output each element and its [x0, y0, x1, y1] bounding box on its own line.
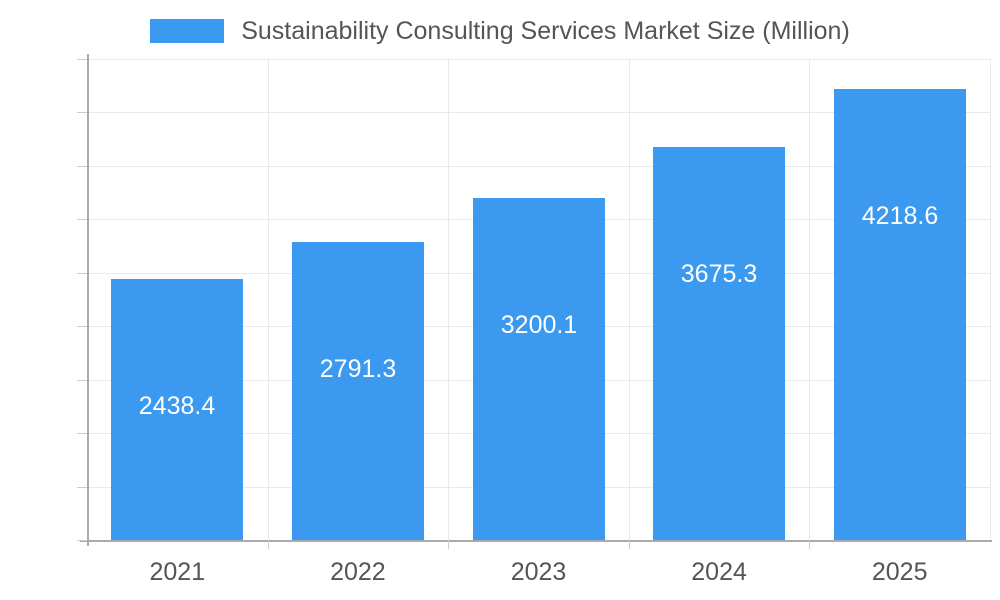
x-axis-tick-label-2022: 2022: [330, 558, 386, 586]
legend-item-market-size[interactable]: Sustainability Consulting Services Marke…: [150, 16, 850, 45]
y-axis-tick-mark: [77, 165, 87, 167]
x-axis-tick-mark: [448, 540, 449, 549]
x-axis-tick-mark: [809, 540, 810, 549]
gridline-horizontal: [87, 112, 990, 113]
y-axis-line: [87, 54, 89, 546]
y-axis-tick-mark: [77, 326, 87, 328]
y-axis-tick-mark: [77, 486, 87, 488]
y-axis-tick-mark: [77, 219, 87, 221]
y-axis-tick-mark: [77, 112, 87, 114]
y-axis-tick-mark: [77, 540, 87, 541]
y-axis-tick-mark: [77, 433, 87, 435]
bar-2025[interactable]: [834, 89, 966, 540]
bar-value-label-2025: 4218.6: [861, 202, 939, 231]
bar-2024[interactable]: [653, 147, 785, 540]
gridline-vertical: [268, 59, 269, 540]
bar-2021[interactable]: [111, 279, 243, 540]
bar-value-label-2021: 2438.4: [138, 392, 216, 421]
gridline-vertical: [629, 59, 630, 540]
x-axis-tick-label-2021: 2021: [149, 558, 206, 586]
x-axis-tick-label-2025: 2025: [871, 558, 928, 586]
x-axis-tick-label-2024: 2024: [691, 558, 747, 586]
gridline-vertical: [990, 59, 991, 540]
y-axis-tick-mark: [77, 59, 87, 60]
bar-2022[interactable]: [292, 241, 424, 540]
gridline-horizontal: [87, 166, 990, 167]
gridline-horizontal: [87, 59, 990, 60]
y-axis-tick-mark: [77, 379, 87, 381]
x-axis-tick-mark: [268, 540, 269, 549]
legend-color-swatch-icon: [150, 19, 225, 43]
legend-label: Sustainability Consulting Services Marke…: [241, 16, 850, 45]
y-axis-tick-mark: [77, 272, 87, 274]
gridline-vertical: [448, 59, 449, 540]
bar-value-label-2022: 2791.3: [319, 354, 397, 383]
gridline-vertical: [809, 59, 810, 540]
x-axis-tick-label-2023: 2023: [510, 558, 567, 586]
x-axis-tick-mark: [629, 540, 630, 549]
x-axis-line: [80, 540, 992, 542]
chart-legend: Sustainability Consulting Services Marke…: [0, 12, 1000, 50]
bar-value-label-2023: 3200.1: [500, 310, 578, 339]
bar-value-label-2024: 3675.3: [680, 260, 758, 289]
bar-2023[interactable]: [473, 197, 605, 540]
